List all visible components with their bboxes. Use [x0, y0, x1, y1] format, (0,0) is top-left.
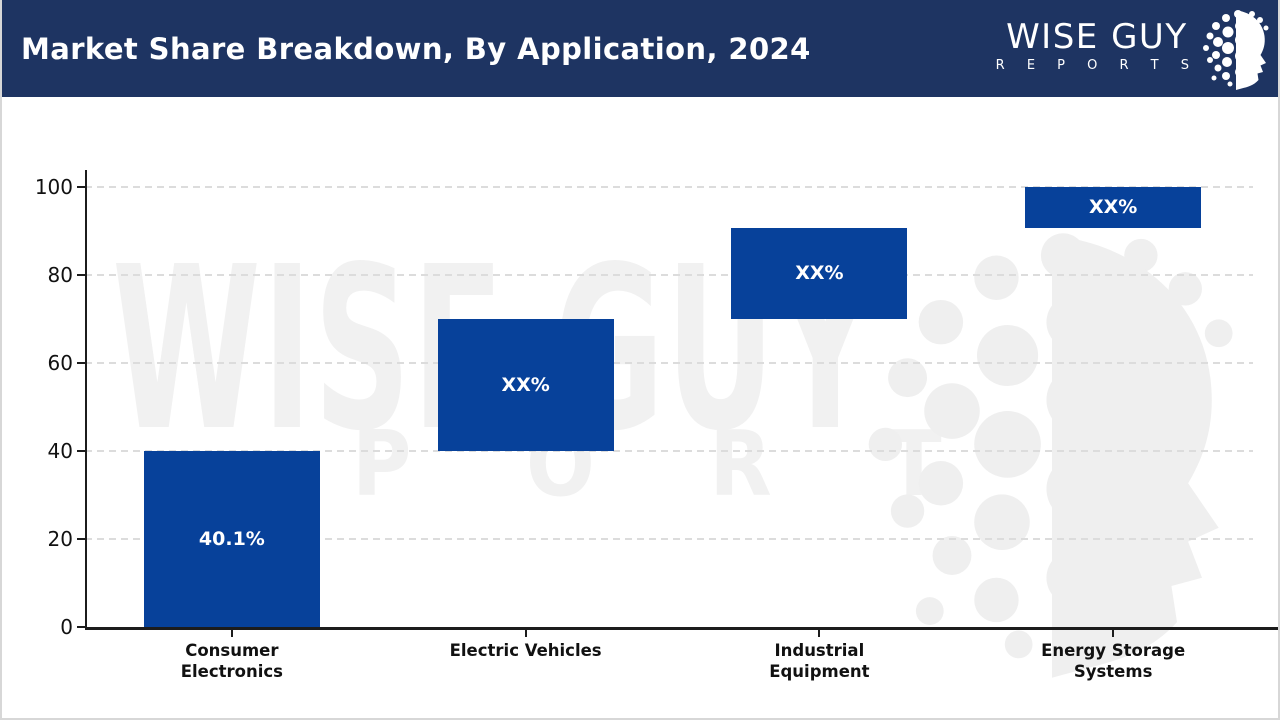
x-category-label-consumer-electronics: Consumer Electronics [180, 641, 284, 681]
bar-value-label: XX% [1088, 196, 1138, 219]
y-tick-label: 60 [47, 351, 73, 375]
x-category-label-electric-vehicles: Electric Vehicles [449, 641, 602, 660]
x-tick-mark [1112, 629, 1115, 637]
brand-text: WISE GUY R E P O R T S [996, 18, 1198, 73]
y-tick-mark [77, 450, 85, 452]
y-tick-mark [77, 362, 85, 364]
brand-logo: WISE GUY R E P O R T S [996, 6, 1269, 92]
grid-line [85, 538, 1253, 540]
page-title: Market Share Breakdown, By Application, … [21, 31, 811, 66]
y-tick-mark [77, 274, 85, 276]
grid-line [85, 450, 1253, 452]
y-tick-label: 20 [47, 527, 73, 551]
brand-head-icon [1203, 10, 1269, 90]
y-tick-label: 80 [47, 263, 73, 287]
bar-value-label: XX% [501, 373, 550, 396]
y-tick-label: 100 [34, 175, 73, 199]
x-axis-line [85, 627, 1278, 630]
grid-line [85, 186, 1253, 188]
bar-value-label: 40.1% [198, 527, 265, 550]
x-tick-mark [230, 629, 233, 637]
y-tick-mark [77, 186, 85, 188]
brand-wordmark: WISE GUY [1006, 17, 1188, 57]
bar-value-label: XX% [795, 262, 844, 285]
header: Market Share Breakdown, By Application, … [0, 0, 1280, 97]
grid-line [85, 362, 1253, 364]
y-tick-label: 40 [47, 439, 73, 463]
y-tick-mark [77, 626, 85, 628]
y-tick-label: 0 [60, 615, 73, 639]
bar-electric-vehicles [437, 319, 614, 451]
grid-line [85, 274, 1253, 276]
brand-reports: R E P O R T S [995, 58, 1198, 73]
bar-consumer-electronics [143, 450, 320, 627]
y-axis-line [85, 170, 87, 629]
bar-energy-storage-systems [1025, 187, 1202, 228]
y-tick-mark [77, 538, 85, 540]
x-category-label-energy-storage-systems: Energy Storage Systems [1041, 641, 1186, 681]
x-tick-mark [524, 629, 527, 637]
x-category-label-industrial-equipment: Industrial Equipment [769, 641, 870, 681]
x-tick-mark [818, 629, 821, 637]
